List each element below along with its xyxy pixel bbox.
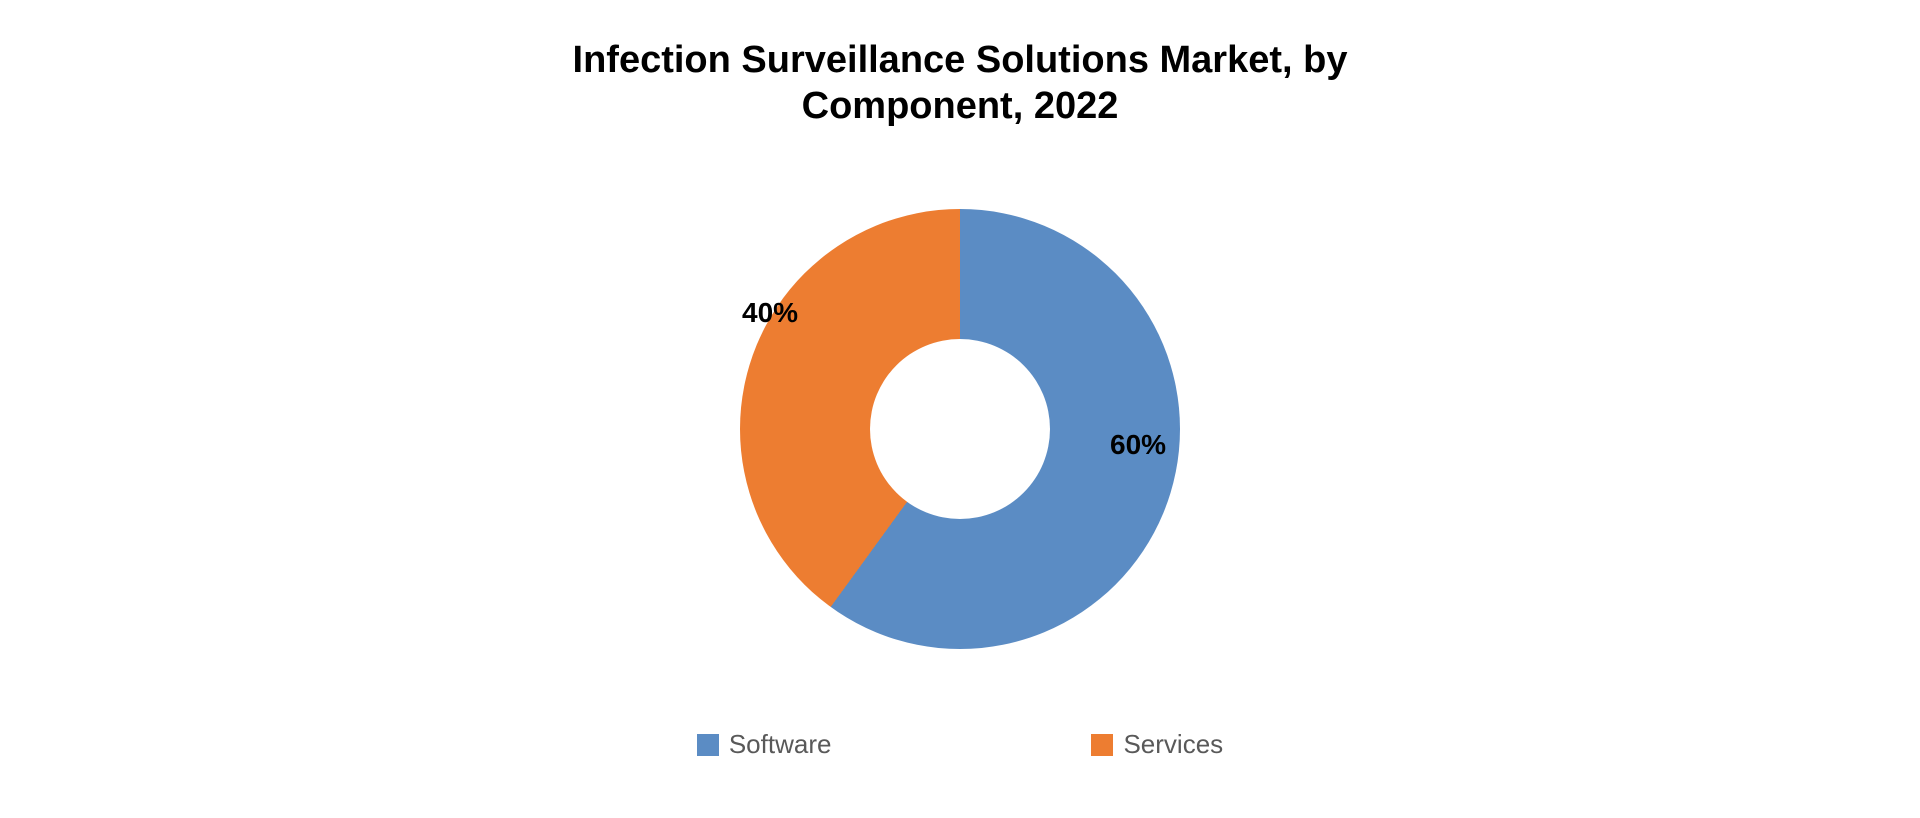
legend-swatch-services <box>1091 734 1113 756</box>
legend-item-services: Services <box>1091 729 1223 760</box>
chart-title-line1: Infection Surveillance Solutions Market,… <box>573 38 1348 84</box>
chart-title: Infection Surveillance Solutions Market,… <box>573 38 1348 129</box>
legend-item-software: Software <box>697 729 832 760</box>
donut-chart: 60% 40% <box>680 149 1240 709</box>
legend: Software Services <box>697 729 1223 760</box>
legend-label-software: Software <box>729 729 832 760</box>
slice-label-software: 60% <box>1110 429 1166 461</box>
donut-hole <box>870 339 1050 519</box>
slice-label-services: 40% <box>742 297 798 329</box>
legend-label-services: Services <box>1123 729 1223 760</box>
legend-swatch-software <box>697 734 719 756</box>
chart-title-line2: Component, 2022 <box>573 84 1348 130</box>
